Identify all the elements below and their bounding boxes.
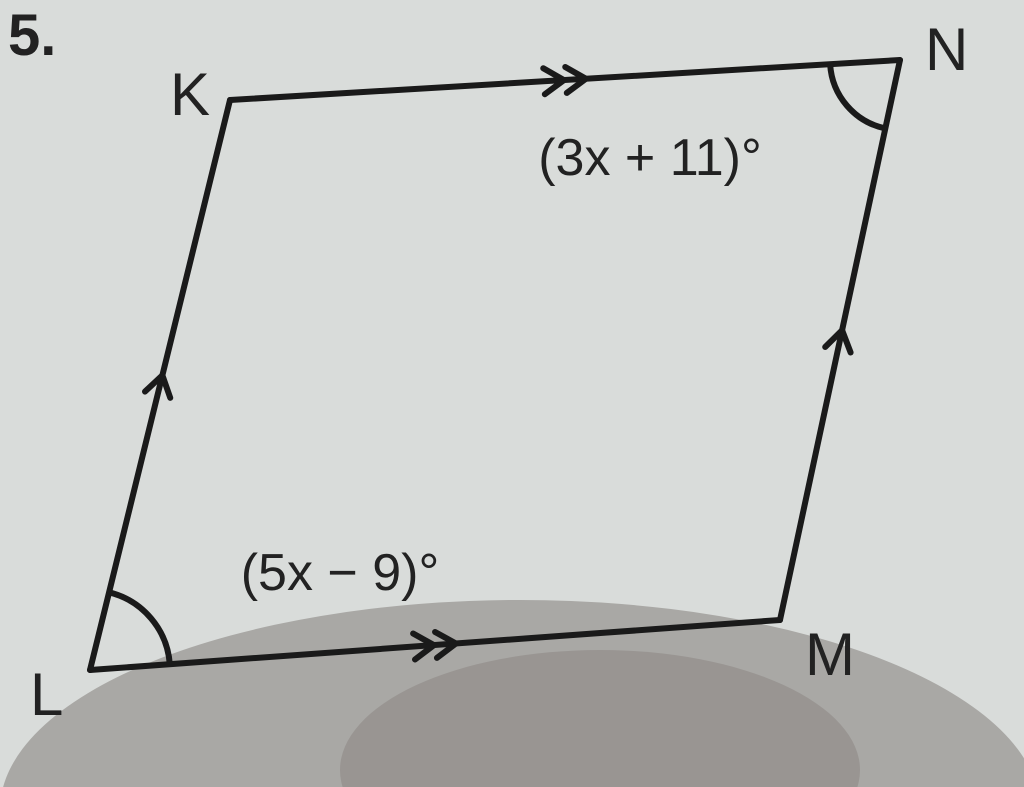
angle-label-N: (3x + 11)° xyxy=(538,129,762,187)
geometry-diagram: 5. K N M L (3x + 11)° (5x − 9)° xyxy=(0,0,1024,787)
vertex-label-K: K xyxy=(170,61,210,128)
vertex-label-L: L xyxy=(30,661,63,728)
vertex-label-M: M xyxy=(805,621,855,688)
angle-label-L: (5x − 9)° xyxy=(241,544,440,602)
problem-number: 5. xyxy=(8,3,56,68)
vertex-label-N: N xyxy=(925,16,968,83)
